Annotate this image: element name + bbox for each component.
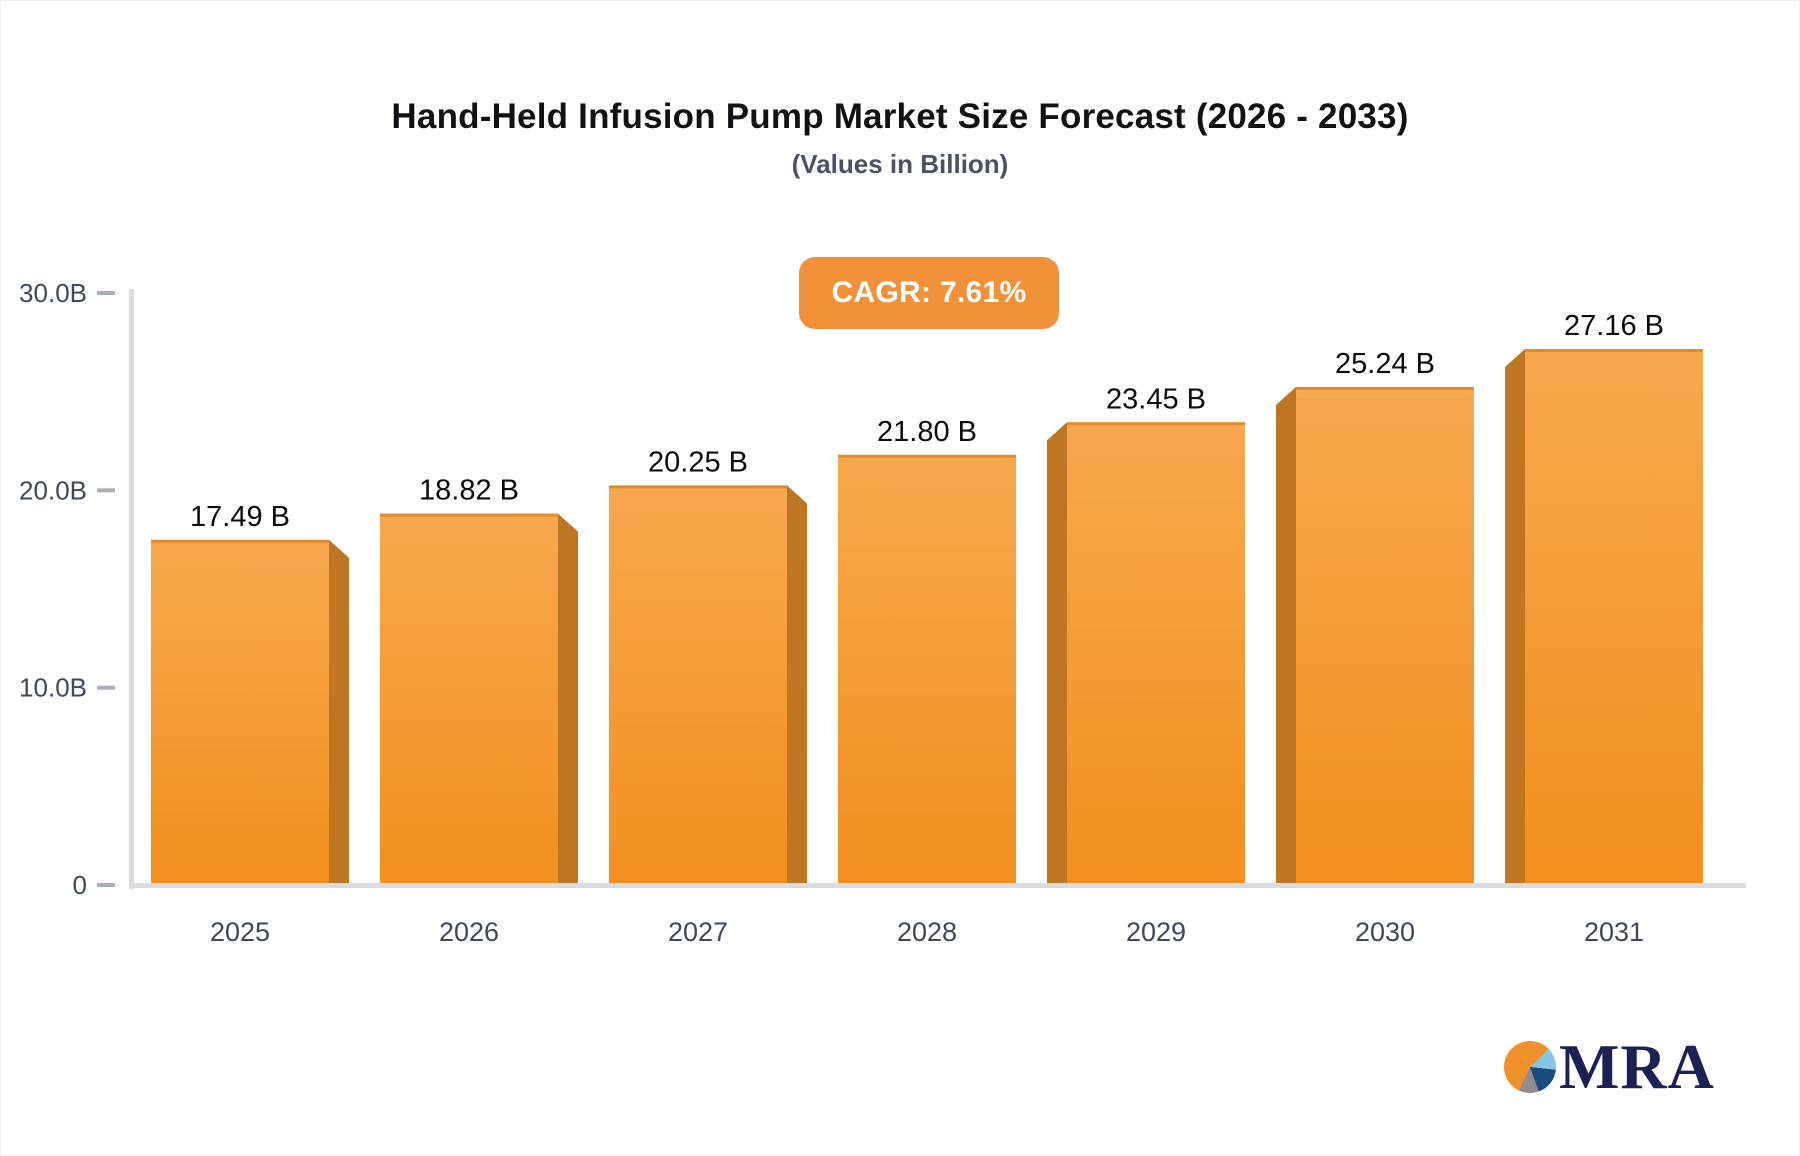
y-axis-label: 0 (73, 870, 87, 900)
bar-top-edge (151, 539, 329, 543)
pie-chart-logo-icon (1504, 1041, 1556, 1093)
bar-top-edge (1525, 349, 1703, 353)
bar-value-label: 25.24 B (1335, 348, 1435, 380)
x-axis-line (129, 883, 1746, 888)
x-axis-label: 2030 (1355, 917, 1415, 947)
x-axis-label: 2029 (1126, 917, 1186, 947)
bar-top-edge (1296, 386, 1474, 390)
y-axis-line (129, 289, 134, 889)
cagr-badge: CAGR: 7.61% (799, 257, 1059, 329)
brand-name: MRA (1559, 1031, 1715, 1102)
bar-side-face (1047, 422, 1067, 885)
bar (838, 454, 1016, 885)
x-axis-label: 2028 (897, 917, 957, 947)
x-axis-label: 2026 (439, 917, 499, 947)
bar-value-label: 27.16 B (1564, 310, 1664, 342)
bar-side-face (1276, 386, 1296, 885)
y-axis-label: 30.0B (19, 278, 87, 308)
bar (1525, 349, 1703, 885)
bar-top-edge (380, 513, 558, 517)
bar-value-label: 23.45 B (1106, 383, 1206, 415)
brand-logo: MRA (1504, 1031, 1715, 1102)
bar (151, 539, 329, 885)
y-axis-label: 20.0B (19, 475, 87, 505)
bar-value-label: 17.49 B (190, 501, 290, 533)
y-axis-label: 10.0B (19, 673, 87, 703)
cagr-badge-label: CAGR: 7.61% (831, 276, 1027, 309)
y-axis-tick (97, 291, 115, 295)
chart-subtitle: (Values in Billion) (791, 149, 1009, 179)
bar-value-label: 18.82 B (419, 475, 519, 507)
bar-top-edge (838, 454, 1016, 458)
x-axis-label: 2031 (1584, 917, 1644, 947)
bar-value-label: 20.25 B (648, 446, 748, 478)
bar-value-label: 21.80 B (877, 416, 977, 448)
bar-side-face (787, 485, 807, 885)
bar (1296, 386, 1474, 885)
chart-title: Hand-Held Infusion Pump Market Size Fore… (391, 97, 1409, 136)
bar-side-face (558, 513, 578, 885)
bar (609, 485, 787, 885)
y-axis-tick (97, 685, 115, 690)
x-axis-label: 2025 (210, 917, 270, 947)
bar (380, 513, 558, 885)
x-axis-label: 2027 (668, 917, 728, 947)
bar-side-face (1505, 349, 1525, 885)
bar-side-face (329, 539, 349, 885)
bar-top-edge (609, 485, 787, 489)
bar (1067, 422, 1245, 885)
y-axis-tick (97, 883, 115, 887)
y-axis-tick (97, 488, 115, 493)
bar-top-edge (1067, 422, 1245, 426)
